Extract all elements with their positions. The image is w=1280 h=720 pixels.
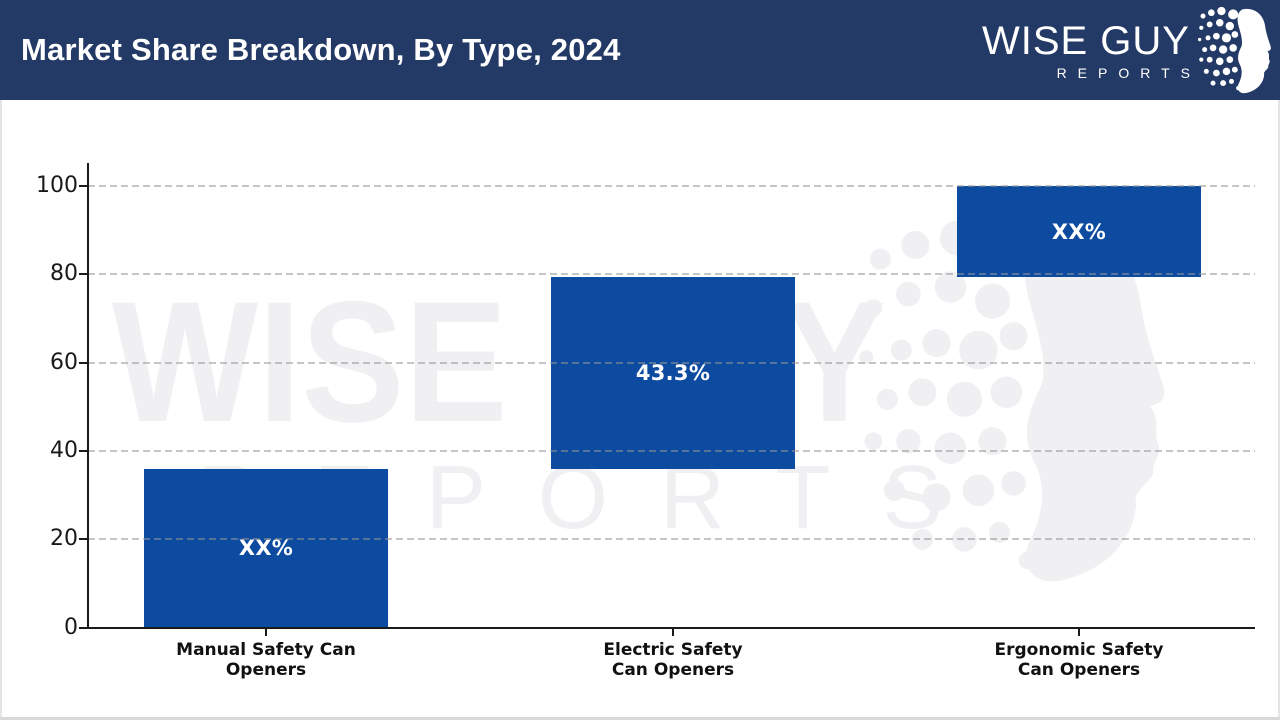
logo-brand-name: WISE GUY [981,18,1190,63]
x-category-label-electric-safety-can-openers: Electric Safety Can Openers [543,640,803,680]
x-category-label-line: Ergonomic Safety [994,640,1164,660]
x-category-label-line: Can Openers [1017,660,1141,680]
wise-guy-reports-logo: WISE GUY REPORTS [982,6,1272,94]
bar-value-label-electric-safety-can-openers: 43.3% [635,360,711,385]
y-axis-line [87,163,89,629]
y-tick-label-40: 40 [50,437,78,463]
x-tick-mark-ergonomic-safety-can-openers [1078,629,1080,636]
y-tick-label-100: 100 [36,173,78,198]
header-bar: Market Share Breakdown, By Type, 2024 WI… [0,0,1280,100]
bar-value-label-ergonomic-safety-can-openers: XX% [1051,219,1107,244]
y-tick-label-60: 60 [50,349,78,375]
page-title: Market Share Breakdown, By Type, 2024 [21,32,621,67]
y-tick-mark-80 [79,273,87,276]
x-category-label-line: Can Openers [611,660,735,680]
chart-canvas: WISE GUY REPORTS 0 20 40 60 80 100 XX% Manual S… [0,100,1280,720]
gridline-20 [88,538,1255,541]
gridline-40 [88,449,1255,452]
x-category-label-line: Manual Safety Can [176,640,356,660]
x-category-label-manual-safety-can-openers: Manual Safety Can Openers [136,640,396,680]
gridline-80 [88,273,1255,276]
x-tick-mark-electric-safety-can-openers [672,629,674,636]
x-category-label-ergonomic-safety-can-openers: Ergonomic Safety Can Openers [949,640,1209,680]
y-tick-label-20: 20 [50,526,78,552]
logo-face-icon [1196,6,1272,94]
bar-manual-safety-can-openers: XX% [144,468,388,628]
x-category-label-line: Electric Safety [603,640,743,660]
x-axis-line [87,627,1255,629]
bar-electric-safety-can-openers: 43.3% [551,277,795,469]
y-tick-mark-0 [79,626,87,629]
plot-area: 0 20 40 60 80 100 XX% Manual Safety Can Openers 4… [2,100,1280,720]
bar-ergonomic-safety-can-openers: XX% [957,186,1201,278]
x-category-label-line: Openers [225,660,307,680]
y-tick-mark-60 [79,361,87,364]
bottom-edge-strip [0,717,1280,720]
logo-text: WISE GUY REPORTS [982,20,1190,81]
gridline-60 [88,361,1255,364]
logo-brand-subtitle: REPORTS [1056,64,1201,81]
gridline-100 [88,185,1255,187]
y-tick-label-0: 0 [64,614,78,640]
y-tick-label-80: 80 [50,261,78,287]
y-tick-mark-40 [79,449,87,452]
y-tick-mark-20 [79,538,87,541]
y-tick-mark-100 [79,185,87,187]
x-tick-mark-manual-safety-can-openers [265,629,267,636]
